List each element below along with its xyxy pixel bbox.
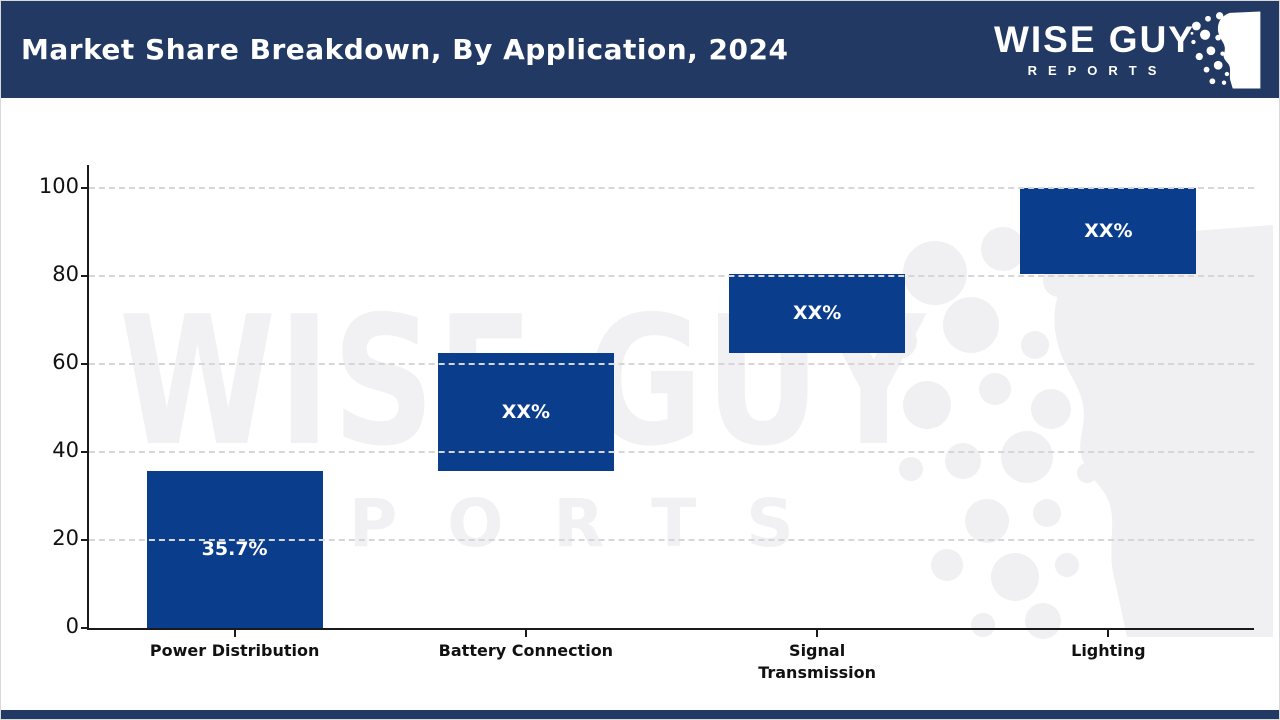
y-axis-tick	[81, 187, 89, 189]
header-bar: Market Share Breakdown, By Application, …	[1, 1, 1279, 98]
x-axis-category-line: Lighting	[1071, 641, 1146, 660]
y-axis-tick	[81, 451, 89, 453]
x-axis-category-label: Battery Connection	[381, 640, 671, 662]
y-axis-tick-label: 100	[38, 174, 79, 198]
x-axis-category-label: Lighting	[963, 640, 1253, 662]
x-axis-category-line: Signal	[789, 641, 846, 660]
y-axis-tick	[81, 363, 89, 365]
y-axis-tick-label: 60	[52, 350, 79, 374]
x-axis-category-line: Power Distribution	[149, 641, 320, 660]
gridline	[89, 187, 1254, 189]
brand-logo-name: WISE GUY	[993, 19, 1195, 60]
x-axis-category-label: Power Distribution	[90, 640, 380, 662]
y-axis-tick	[81, 627, 89, 629]
gridline	[89, 275, 1254, 277]
gridline	[89, 539, 1254, 541]
gridline	[89, 363, 1254, 365]
y-axis-tick-label: 20	[52, 526, 79, 550]
y-axis-tick-label: 0	[65, 614, 79, 638]
y-axis-tick	[81, 275, 89, 277]
brand-logo-subtitle: REPORTS	[1027, 63, 1168, 78]
bar-value-label: XX%	[792, 302, 842, 325]
footer-bar	[1, 710, 1279, 719]
x-axis-category-line: Battery Connection	[438, 641, 614, 660]
watermark-head-icon	[881, 225, 1273, 639]
x-axis-category-label: Signal Transmission	[672, 640, 962, 683]
bar-value-label: 35.7%	[201, 538, 268, 561]
bar-value-label: XX%	[1084, 219, 1133, 242]
x-axis-tick	[816, 630, 819, 637]
brand-logo-text: WISE GUY REPORTS	[994, 21, 1195, 78]
y-axis-tick-label: 40	[52, 438, 79, 462]
bar-segment	[146, 470, 323, 628]
y-axis-tick-label: 80	[52, 262, 79, 286]
bar-value-label: XX%	[501, 400, 551, 423]
bar-segment	[729, 273, 906, 353]
brand-logo: WISE GUY REPORTS	[994, 10, 1263, 90]
brand-logo-head-icon	[1190, 10, 1261, 89]
x-axis-tick	[1107, 630, 1110, 637]
x-axis-line	[87, 628, 1254, 630]
x-axis-category-line: Transmission	[758, 662, 877, 682]
page-title: Market Share Breakdown, By Application, …	[21, 33, 789, 66]
y-axis-line	[87, 165, 89, 630]
x-axis-tick	[233, 630, 236, 637]
y-axis-tick	[81, 539, 89, 541]
x-axis-tick	[524, 630, 527, 637]
gridline	[89, 451, 1254, 453]
